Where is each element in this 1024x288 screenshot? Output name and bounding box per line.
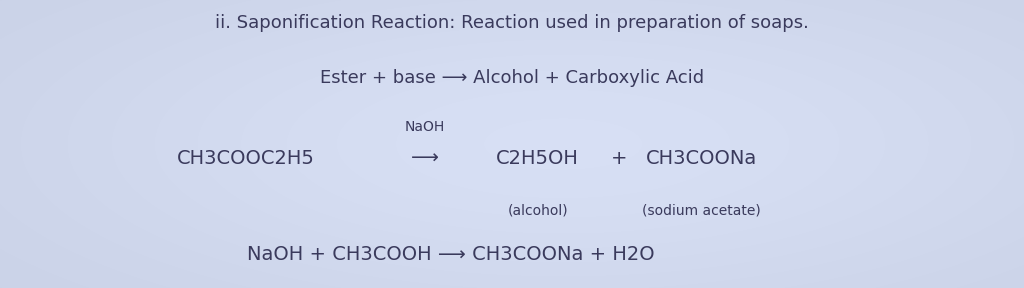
Text: +: + <box>611 149 628 168</box>
Text: (sodium acetate): (sodium acetate) <box>642 203 761 217</box>
Text: CH3COONa: CH3COONa <box>646 149 757 168</box>
Text: NaOH + CH3COOH ⟶ CH3COONa + H2O: NaOH + CH3COOH ⟶ CH3COONa + H2O <box>247 245 654 264</box>
Text: NaOH: NaOH <box>404 120 445 134</box>
Text: C2H5OH: C2H5OH <box>497 149 579 168</box>
Text: Ester + base ⟶ Alcohol + Carboxylic Acid: Ester + base ⟶ Alcohol + Carboxylic Acid <box>319 69 705 87</box>
Text: CH3COOC2H5: CH3COOC2H5 <box>177 149 314 168</box>
Text: (alcohol): (alcohol) <box>507 203 568 217</box>
Text: ⟶: ⟶ <box>411 149 439 168</box>
Text: ii. Saponification Reaction: Reaction used in preparation of soaps.: ii. Saponification Reaction: Reaction us… <box>215 14 809 33</box>
